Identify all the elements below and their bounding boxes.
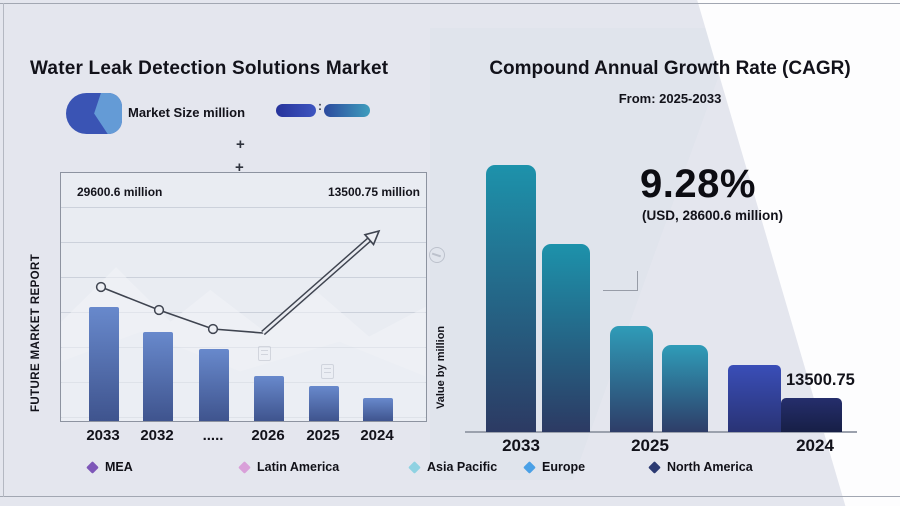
- right-axis-vertical-label: Value by million: [435, 325, 447, 409]
- frame-left-line: [3, 3, 4, 497]
- legend-label: Asia Pacific: [427, 460, 498, 474]
- cagr-bar-2025-b: [662, 345, 708, 432]
- x-axis-label-2033: 2033: [86, 427, 120, 444]
- cagr-usd-detail: (USD, 28600.6 million): [642, 208, 784, 223]
- market-size-label: Market Size million: [128, 105, 246, 120]
- annotation-top-right-value: 13500.75 million: [327, 185, 420, 199]
- ratio-separator: :: [318, 99, 322, 113]
- database-cylinder-icon: [66, 93, 122, 134]
- document-watermark-icon: [321, 364, 334, 379]
- cagr-baseline-axis: [465, 431, 857, 433]
- market-bar-2032: [143, 332, 173, 421]
- market-size-plot: 29600.6 million 13500.75 million: [60, 172, 427, 422]
- legend-item-latin-america: Latin America: [238, 460, 340, 474]
- region-legend: MEA Latin America Asia Pacific Europe North …: [0, 460, 900, 484]
- ratio-pill-left-icon: [276, 104, 316, 117]
- cagr-year-label-2033: 2033: [502, 436, 540, 455]
- plus-mark-icon: +: [235, 159, 244, 176]
- x-axis-label-.....: .....: [202, 427, 224, 444]
- legend-item-asia-pacific: Asia Pacific: [408, 460, 498, 474]
- x-axis-label-2032: 2032: [140, 427, 174, 444]
- annotation-top-left-value: 29600.6 million: [77, 185, 163, 199]
- left-axis-vertical-label: FUTURE MARKET REPORT: [30, 253, 42, 412]
- x-axis-label-2024: 2024: [360, 427, 394, 444]
- cylinder-cap-shape: [94, 93, 122, 134]
- cagr-bar-2033-b: [542, 244, 590, 432]
- ratio-pill-right-icon: [324, 104, 370, 117]
- step-bracket-line: [603, 271, 638, 291]
- market-bar-2024: [363, 398, 393, 421]
- circled-minus-icon: [429, 247, 445, 263]
- cagr-title: Compound Annual Growth Rate (CAGR): [489, 58, 851, 79]
- value-annotation-2024: 13500.75: [786, 371, 855, 389]
- document-watermark-icon: [258, 346, 271, 361]
- legend-label: Europe: [542, 460, 586, 474]
- cagr-bar-2033-a: [486, 165, 536, 432]
- legend-item-north-america: North America: [648, 460, 753, 474]
- cagr-year-label-2025: 2025: [631, 436, 669, 455]
- market-bar-.....: [199, 349, 229, 421]
- legend-label: North America: [667, 460, 753, 474]
- legend-diamond-icon: [408, 460, 421, 474]
- legend-label: Latin America: [257, 460, 340, 474]
- cagr-bar-2024-b: [781, 398, 842, 432]
- x-axis-label-2025: 2025: [306, 427, 340, 444]
- cagr-bar-2024-a: [728, 365, 781, 432]
- legend-diamond-icon: [648, 460, 661, 474]
- plus-mark-icon: +: [236, 136, 245, 153]
- legend-label: MEA: [105, 460, 133, 474]
- legend-diamond-icon: [238, 460, 251, 474]
- cagr-year-label-2024: 2024: [796, 436, 834, 455]
- legend-item-europe: Europe: [523, 460, 586, 474]
- left-chart-title: Water Leak Detection Solutions Market: [30, 58, 389, 79]
- market-bar-2025: [309, 386, 339, 421]
- legend-diamond-icon: [523, 460, 536, 474]
- x-axis-label-2026: 2026: [251, 427, 285, 444]
- legend-diamond-icon: [86, 460, 99, 474]
- cagr-bar-2025-a: [610, 326, 653, 432]
- cagr-percentage-value: 9.28%: [640, 162, 756, 206]
- market-bar-2026: [254, 376, 284, 421]
- frame-top-line: [0, 3, 900, 4]
- trend-line-svg: [95, 229, 381, 336]
- market-bar-2033: [89, 307, 119, 421]
- cagr-subtitle: From: 2025-2033: [618, 91, 722, 106]
- frame-bottom-line: [0, 496, 900, 497]
- legend-item-mea: MEA: [86, 460, 133, 474]
